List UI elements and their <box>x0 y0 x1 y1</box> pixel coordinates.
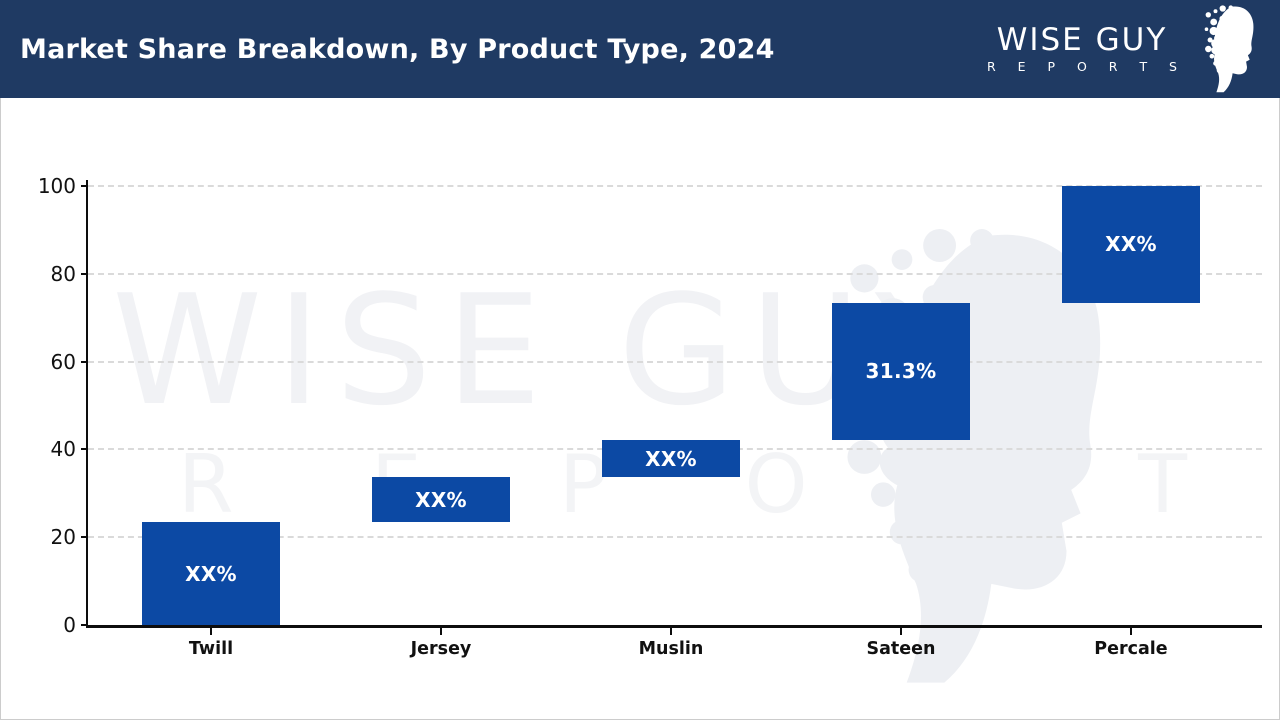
x-axis <box>86 625 1262 628</box>
y-tick-40 <box>81 448 88 451</box>
y-tick-100 <box>81 185 88 187</box>
gridline-20 <box>88 536 1262 539</box>
x-tick-jersey <box>440 628 442 635</box>
brand-name: WISE GUY <box>996 22 1168 59</box>
bar-sateen: 31.3% <box>832 302 970 441</box>
y-tick-label-40: 40 <box>50 437 76 462</box>
x-tick-twill <box>210 628 212 635</box>
y-tick-60 <box>81 360 88 363</box>
y-axis <box>86 180 88 628</box>
x-label-jersey: Jersey <box>410 639 472 659</box>
bar-muslin: XX% <box>602 440 740 478</box>
y-tick-label-80: 80 <box>50 261 76 286</box>
bar-value-label-sateen: 31.3% <box>865 359 937 384</box>
bar-jersey: XX% <box>372 477 510 523</box>
gridline-80 <box>88 272 1262 275</box>
x-tick-percale <box>1130 628 1132 635</box>
gridline-100 <box>88 185 1262 187</box>
x-label-muslin: Muslin <box>638 639 704 659</box>
y-tick-80 <box>81 272 88 275</box>
gridline-60 <box>88 360 1262 363</box>
chart-title: Market Share Breakdown, By Product Type,… <box>20 33 775 65</box>
bar-twill: XX% <box>142 522 280 625</box>
x-tick-sateen <box>900 628 902 635</box>
bar-value-label-muslin: XX% <box>645 446 697 471</box>
y-tick-label-60: 60 <box>50 349 76 374</box>
bar-value-label-twill: XX% <box>185 561 237 586</box>
y-tick-label-0: 0 <box>63 613 76 637</box>
watermark-text: WISE GUY <box>112 262 982 439</box>
y-tick-20 <box>81 536 88 539</box>
bar-percale: XX% <box>1062 186 1200 303</box>
brand-logo-text: WISE GUY R E P O R T S <box>978 24 1186 74</box>
x-label-percale: Percale <box>1094 639 1168 659</box>
brand-logo: WISE GUY R E P O R T S <box>978 4 1270 94</box>
y-tick-label-100: 100 <box>37 174 76 198</box>
brand-subtitle: R E P O R T S <box>986 58 1186 74</box>
x-label-twill: Twill <box>188 639 234 659</box>
x-label-sateen: Sateen <box>866 639 936 659</box>
y-tick-label-20: 20 <box>50 525 76 550</box>
bar-value-label-jersey: XX% <box>415 487 467 512</box>
header-bar: Market Share Breakdown, By Product Type,… <box>0 0 1280 98</box>
brand-head-icon <box>1204 5 1254 93</box>
bar-value-label-percale: XX% <box>1105 232 1157 257</box>
x-tick-muslin <box>670 628 672 635</box>
y-tick-0 <box>81 624 88 626</box>
